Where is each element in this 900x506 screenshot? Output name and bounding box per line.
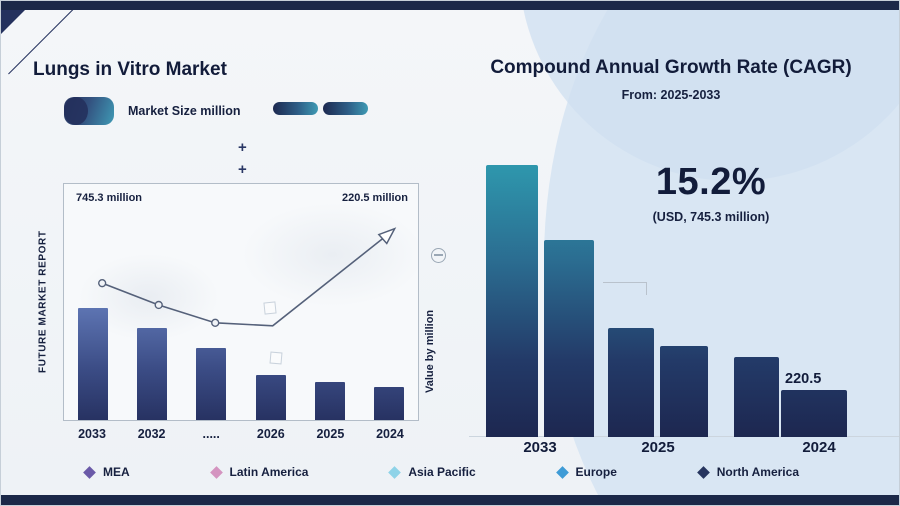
right-bar-group	[734, 357, 847, 437]
diamond-icon	[83, 465, 96, 479]
circle-minus-icon	[431, 248, 446, 263]
step-decoration	[603, 282, 647, 295]
market-size-label: Market Size million	[128, 104, 241, 118]
x-axis-label-2024: 2024	[802, 439, 836, 456]
cagr-percentage: 15.2%	[655, 161, 767, 203]
diamond-icon	[388, 465, 402, 479]
right-bar-group	[608, 328, 708, 437]
marker-dot	[154, 300, 163, 310]
x-axis-label: 2033	[78, 427, 106, 441]
diamond-icon	[209, 465, 223, 479]
left-axis-labels: 2033 2032..... 2026 2025 2024	[63, 427, 419, 441]
x-axis-label: 2024	[376, 427, 404, 441]
bar-2024	[373, 387, 404, 420]
bar-2025-b	[660, 346, 708, 437]
cagr-subtitle: From: 2025-2033	[621, 88, 721, 102]
cagr-bar-chart: 220.5 2033 2025 2024	[469, 151, 899, 457]
annotation-min-value: 220.5 million	[341, 192, 408, 204]
market-size-bar-chart: 745.3 million 220.5 million	[63, 183, 419, 421]
left-chart-y-axis-title: FUTURE MARKET REPORT	[37, 230, 49, 374]
page-title: Lungs in Vitro Market	[33, 59, 227, 80]
legend-item-mea: MEA	[83, 465, 130, 479]
trend-line	[101, 237, 384, 327]
bar-2026	[255, 375, 286, 420]
x-axis-label: 2032	[137, 427, 166, 441]
right-bar-group	[486, 165, 594, 437]
legend-label: MEA	[103, 465, 130, 479]
diamond-icon	[555, 465, 569, 479]
x-axis-label: 2026	[256, 427, 285, 441]
footer-legend: MEA Latin America Asia Pacific Europe North …	[83, 465, 799, 479]
bar-2033	[78, 308, 108, 420]
legend-label: Asia Pacific	[408, 465, 476, 479]
diamond-icon	[696, 465, 710, 479]
bar-2032	[137, 328, 168, 420]
x-axis-label: .....	[202, 427, 220, 441]
corner-triangle	[1, 10, 25, 34]
right-title-block: Compound Annual Growth Rate (CAGR) From:…	[459, 57, 883, 102]
legend-pills	[273, 102, 368, 115]
legend-item-europe: Europe	[555, 465, 617, 479]
data-label-2024: 220.5	[785, 371, 822, 387]
x-axis-label: 2025	[316, 427, 345, 441]
right-chart-y-axis-title: Value by million	[424, 309, 436, 393]
marker-dot	[98, 278, 107, 288]
cagr-note: (USD, 745.3 million)	[652, 210, 770, 224]
trend-line-chart	[98, 227, 397, 327]
trend-arrow-icon	[377, 227, 397, 245]
market-size-legend: Market Size million	[64, 97, 241, 125]
x-axis-label-2025: 2025	[641, 439, 675, 456]
bar-2024-b	[781, 390, 847, 437]
cylinder-icon	[64, 97, 114, 125]
plus-icon: +	[238, 161, 247, 178]
legend-item-asia-pacific: Asia Pacific	[388, 465, 476, 479]
legend-item-north-america: North America	[696, 465, 799, 479]
marker-dot	[211, 318, 220, 327]
annotation-max-value: 745.3 million	[76, 192, 143, 204]
plus-icon: +	[238, 139, 247, 156]
cagr-title: Compound Annual Growth Rate (CAGR)	[490, 57, 852, 78]
pill-icon	[323, 102, 368, 115]
bar-.....	[196, 348, 227, 420]
bar-2033-a	[486, 165, 538, 437]
legend-label: Europe	[575, 465, 617, 479]
legend-label: Latin America	[229, 465, 309, 479]
cagr-value-block: 15.2% (USD, 745.3 million)	[561, 161, 861, 224]
pill-icon	[273, 102, 318, 115]
legend-label: North America	[716, 465, 799, 479]
x-axis-label-2033: 2033	[523, 439, 557, 456]
bar-2025	[314, 382, 345, 420]
bar-2024-a	[734, 357, 779, 437]
top-strip	[1, 1, 899, 10]
bar-2033-b	[544, 240, 594, 437]
bottom-strip	[1, 495, 899, 505]
left-bars	[64, 308, 418, 420]
legend-item-latin-america: Latin America	[209, 465, 309, 479]
bar-2025-a	[608, 328, 654, 437]
